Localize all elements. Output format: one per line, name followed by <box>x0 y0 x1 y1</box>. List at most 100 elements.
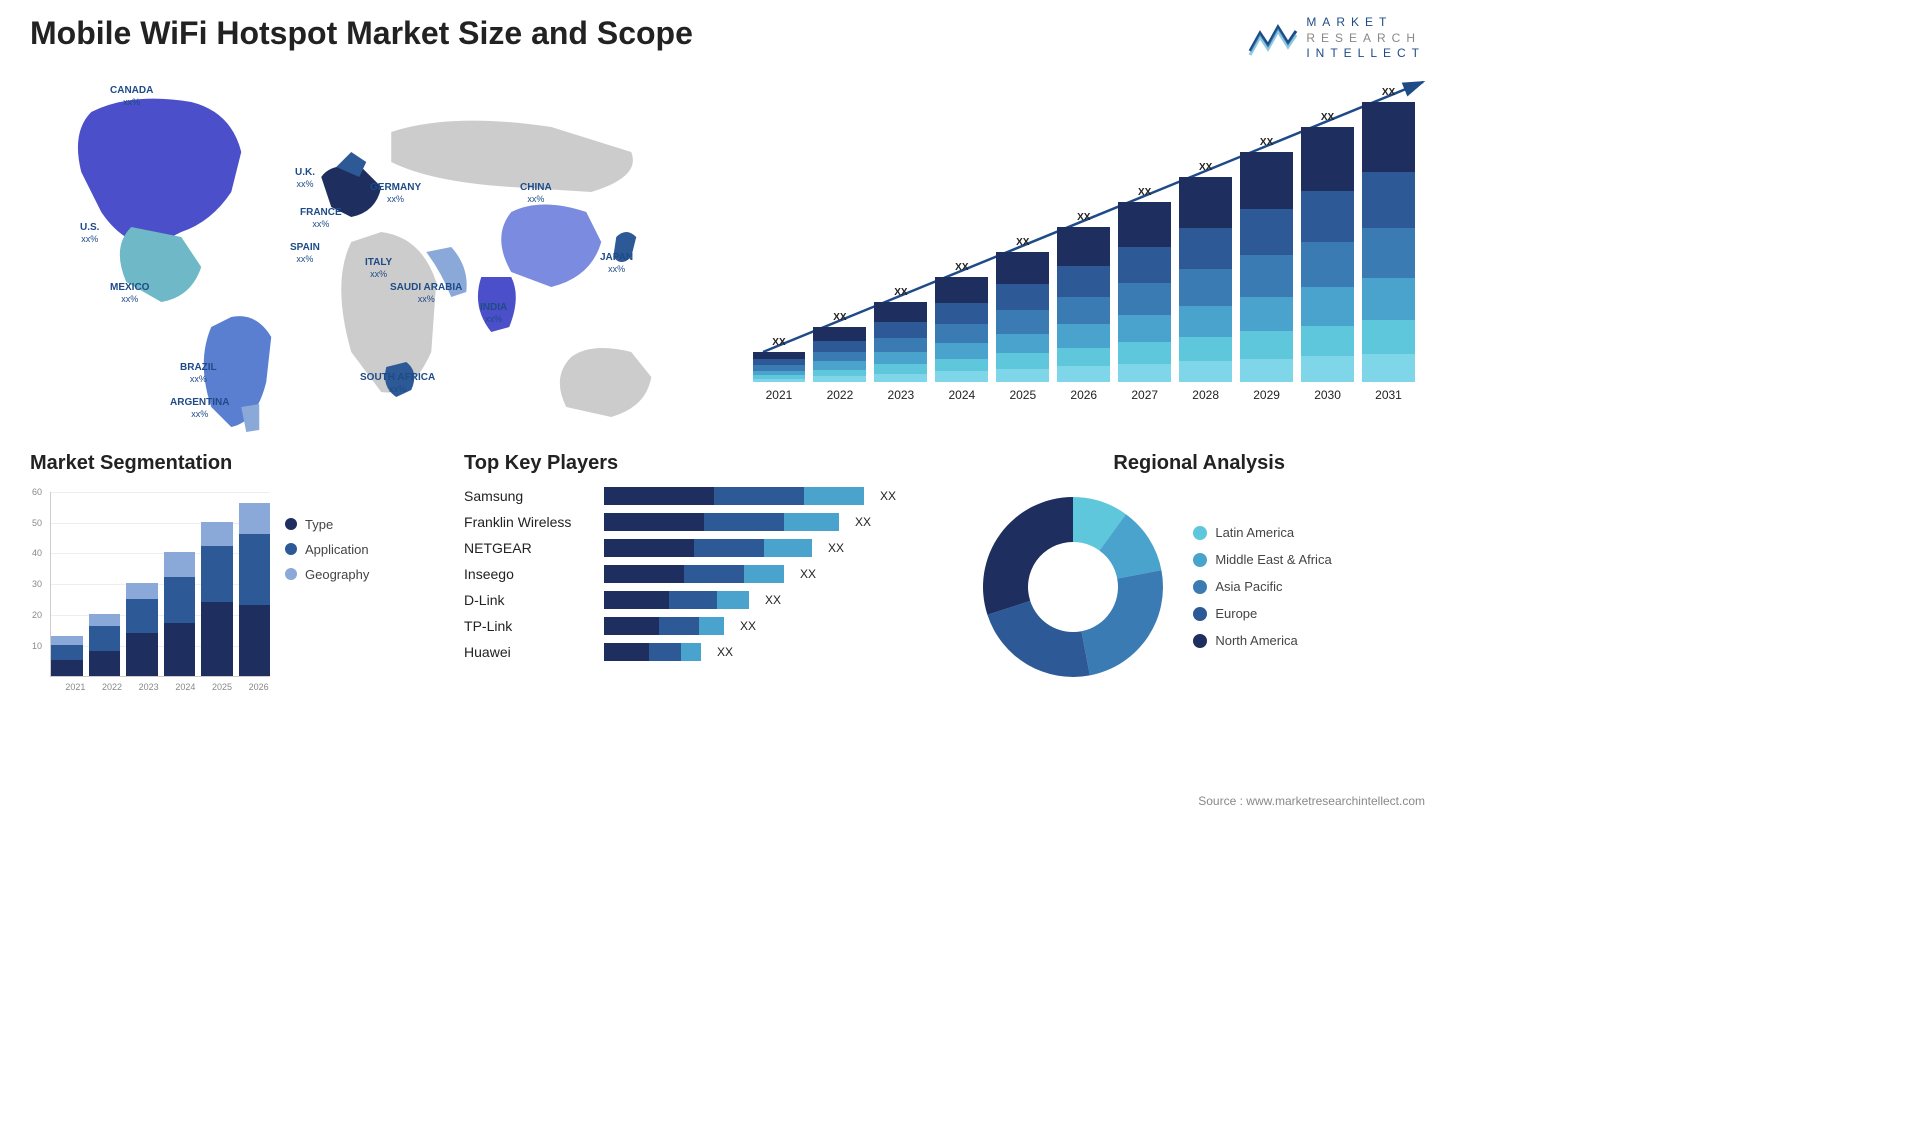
key-player-bar-segment <box>604 643 649 661</box>
growth-bar-segment <box>874 322 927 338</box>
key-player-row: NETGEAR XX <box>464 539 953 557</box>
regional-legend-item: Middle East & Africa <box>1193 552 1331 567</box>
growth-bar-2027: XX2027 <box>1118 187 1171 402</box>
seg-bar-segment <box>89 651 121 676</box>
key-player-value: XX <box>740 619 756 633</box>
growth-bar-2028: XX 2028 <box>1179 162 1232 402</box>
donut-slice-northamerica <box>983 497 1073 615</box>
logo-text: MARKET RESEARCH INTELLECT <box>1306 15 1425 62</box>
key-player-value: XX <box>855 515 871 529</box>
segmentation-section: Market Segmentation 102030405060 2021202… <box>30 452 444 697</box>
regional-legend-item: North America <box>1193 633 1331 648</box>
donut-slice-europe <box>988 601 1090 677</box>
key-player-bar-segment <box>604 617 659 635</box>
key-player-name: NETGEAR <box>464 540 594 556</box>
growth-bar-year: 2028 <box>1192 388 1219 402</box>
seg-bar-segment <box>126 583 158 598</box>
seg-bar-segment <box>239 503 271 534</box>
map-label-india: INDIAxx% <box>480 302 507 325</box>
key-player-value: XX <box>828 541 844 555</box>
key-player-bar <box>604 643 701 661</box>
key-player-row: HuaweiXX <box>464 643 953 661</box>
growth-bar-segment <box>1362 172 1415 228</box>
key-players-list: SamsungXXFranklin WirelessXXNETGEARXXIns… <box>464 487 953 661</box>
seg-bar-segment <box>51 636 83 645</box>
seg-ytick: 50 <box>32 518 42 528</box>
growth-bar-segment <box>1301 326 1354 357</box>
key-player-bar-segment <box>649 643 681 661</box>
growth-bar-segment <box>1362 354 1415 382</box>
header: Mobile WiFi Hotspot Market Size and Scop… <box>0 0 1455 72</box>
growth-bar-segment <box>813 370 866 377</box>
growth-bar-2031: XX2031 <box>1362 87 1415 402</box>
growth-bar-stack <box>813 327 866 382</box>
donut-slice-asiapacific <box>1082 570 1164 675</box>
regional-section: Regional Analysis Latin AmericaMiddle Ea… <box>973 452 1425 697</box>
map-label-japan: JAPANxx% <box>600 252 633 275</box>
key-player-bar-segment <box>704 513 784 531</box>
growth-bar-segment <box>1057 324 1110 347</box>
key-player-bar-segment <box>684 565 744 583</box>
growth-bar-value: XX <box>772 337 785 348</box>
key-player-bar-segment <box>714 487 804 505</box>
growth-bar-segment <box>996 334 1049 354</box>
seg-ytick: 60 <box>32 487 42 497</box>
growth-bar-stack <box>753 352 806 382</box>
map-label-southafrica: SOUTH AFRICAxx% <box>360 372 435 395</box>
growth-bar-segment <box>1179 177 1232 228</box>
seg-ytick: 40 <box>32 548 42 558</box>
seg-xtick: 2023 <box>139 682 159 692</box>
key-player-bar <box>604 513 839 531</box>
map-label-brazil: BRAZILxx% <box>180 362 217 385</box>
key-players-section: Top Key Players SamsungXXFranklin Wirele… <box>464 452 953 697</box>
growth-bar-year: 2029 <box>1253 388 1280 402</box>
map-label-uk: U.K.xx% <box>295 167 315 190</box>
key-player-value: XX <box>880 489 896 503</box>
seg-legend-item: Type <box>285 517 369 532</box>
growth-bar-value: XX <box>1016 237 1029 248</box>
logo-line1: MARKET <box>1306 15 1425 31</box>
growth-bar-segment <box>996 369 1049 382</box>
key-player-bar-segment <box>604 539 694 557</box>
growth-bar-segment <box>753 352 806 360</box>
map-label-italy: ITALYxx% <box>365 257 392 280</box>
key-player-bar <box>604 565 784 583</box>
key-player-value: XX <box>765 593 781 607</box>
growth-bar-stack <box>996 252 1049 382</box>
seg-bar-segment <box>201 602 233 676</box>
seg-bar-segment <box>239 534 271 605</box>
growth-bar-2025: XX2025 <box>996 237 1049 402</box>
map-label-us: U.S.xx% <box>80 222 99 245</box>
regional-legend-item: Latin America <box>1193 525 1331 540</box>
key-player-name: Samsung <box>464 488 594 504</box>
seg-ytick: 30 <box>32 579 42 589</box>
growth-bar-stack <box>874 302 927 382</box>
bottom-row: Market Segmentation 102030405060 2021202… <box>0 437 1455 697</box>
top-row: CANADAxx%U.S.xx%MEXICOxx%BRAZILxx%ARGENT… <box>0 72 1455 437</box>
growth-bar-segment <box>1301 242 1354 288</box>
seg-legend-item: Geography <box>285 567 369 582</box>
seg-bar-segment <box>164 577 196 623</box>
growth-bar-segment <box>874 302 927 322</box>
growth-bar-segment <box>935 324 988 343</box>
growth-bar-value: XX <box>1382 87 1395 98</box>
growth-bar-year: 2024 <box>948 388 975 402</box>
key-player-bar-segment <box>694 539 764 557</box>
growth-bar-value: XX <box>1199 162 1212 173</box>
growth-bar-segment <box>1240 297 1293 332</box>
map-label-saudiarabia: SAUDI ARABIAxx% <box>390 282 462 305</box>
growth-bar-segment <box>1179 228 1232 269</box>
growth-bar-segment <box>1240 359 1293 382</box>
growth-bar-stack <box>1240 152 1293 382</box>
growth-bar-segment <box>813 341 866 352</box>
growth-bar-segment <box>874 338 927 352</box>
key-player-bar-segment <box>681 643 701 661</box>
regional-legend-item: Europe <box>1193 606 1331 621</box>
growth-bar-segment <box>1362 228 1415 278</box>
segmentation-title: Market Segmentation <box>30 452 444 475</box>
growth-bar-segment <box>1240 152 1293 210</box>
segmentation-chart: 102030405060 202120222023202420252026 <box>30 487 270 697</box>
key-players-title: Top Key Players <box>464 452 953 475</box>
key-player-bar-segment <box>764 539 812 557</box>
growth-bar-year: 2022 <box>827 388 854 402</box>
